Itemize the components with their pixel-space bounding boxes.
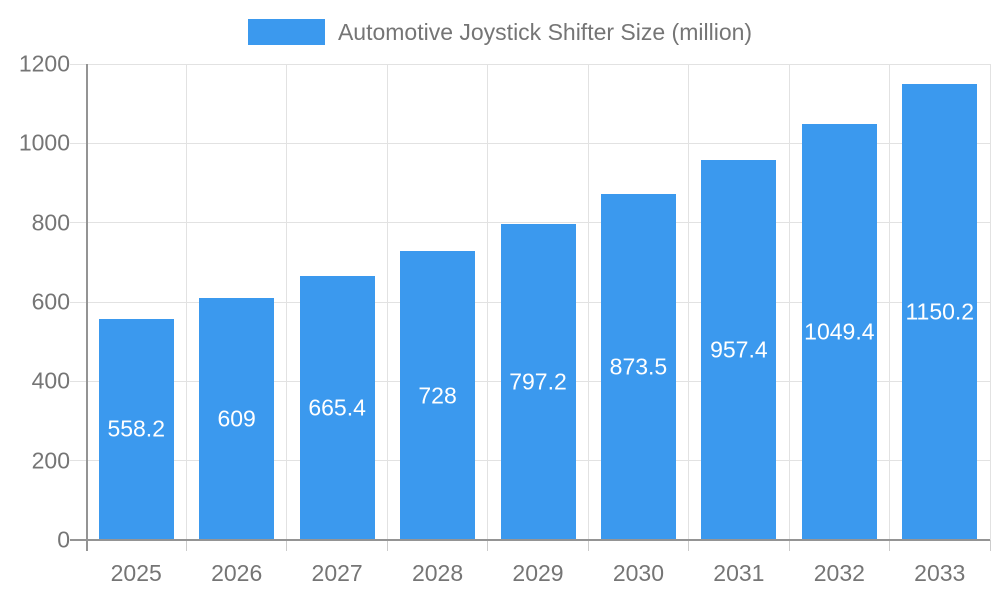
x-axis-category-label: 2028 (411, 560, 464, 586)
x-axis-category-label: 2033 (914, 560, 966, 586)
x-axis-tick (587, 540, 589, 551)
y-axis-line (86, 64, 88, 551)
y-gridline (70, 142, 990, 144)
bar-value-label: 873.5 (609, 353, 668, 380)
bar-value-label: 1049.4 (804, 318, 875, 345)
x-axis-tick (185, 540, 187, 551)
x-axis-tick (788, 540, 790, 551)
x-gridline (286, 64, 288, 540)
x-gridline (487, 64, 489, 540)
x-axis-tick (386, 540, 388, 551)
x-gridline (185, 64, 187, 540)
bar[interactable]: 1150.2 (902, 83, 978, 540)
y-gridline (70, 222, 990, 224)
x-axis-category-label: 2031 (713, 560, 765, 586)
y-axis-tick-label: 800 (31, 209, 70, 236)
x-axis-category-label: 2029 (512, 560, 564, 586)
x-gridline (386, 64, 388, 540)
x-axis-category-label: 2032 (813, 560, 865, 586)
bar-value-label: 728 (418, 382, 457, 409)
bar[interactable]: 609 (199, 298, 275, 540)
x-gridline (688, 64, 690, 540)
bar[interactable]: 1049.4 (801, 123, 877, 540)
y-gridline (70, 63, 990, 65)
bar[interactable]: 665.4 (299, 276, 375, 540)
bar-value-label: 957.4 (710, 336, 768, 363)
bar[interactable]: 957.4 (701, 160, 777, 540)
x-axis-category-label: 2030 (612, 560, 665, 586)
bar[interactable]: 558.2 (98, 318, 174, 540)
legend-item[interactable]: Automotive Joystick Shifter Size (millio… (247, 19, 753, 45)
bar-value-label: 609 (217, 405, 256, 432)
y-axis-tick-label: 600 (31, 288, 70, 315)
bar[interactable]: 873.5 (600, 193, 676, 540)
x-axis-line (70, 539, 990, 541)
legend: Automotive Joystick Shifter Size (millio… (0, 19, 1000, 45)
plot-area: 558.2 2025 609 2026 665.4 2027 728 2028 797.2 202… (70, 63, 991, 586)
bar-value-label: 1150.2 (905, 298, 975, 325)
x-axis-category-label: 2027 (311, 560, 363, 586)
x-axis-tick (487, 540, 489, 551)
y-axis-tick-label: 1200 (18, 50, 70, 77)
bar-value-label: 558.2 (107, 415, 165, 442)
x-gridline (788, 64, 790, 540)
x-axis-tick (889, 540, 891, 551)
x-axis-tick (286, 540, 288, 551)
x-axis-category-label: 2026 (211, 560, 263, 586)
bar[interactable]: 728 (400, 251, 476, 540)
x-axis-tick (989, 540, 991, 551)
x-gridline (587, 64, 589, 540)
x-gridline (889, 64, 891, 540)
bar-value-label: 797.2 (509, 368, 567, 395)
x-axis-tick (688, 540, 690, 551)
x-gridline (989, 64, 991, 540)
legend-label: Automotive Joystick Shifter Size (millio… (337, 19, 753, 45)
y-axis-tick-label: 1000 (18, 129, 70, 156)
y-axis-tick-label: 200 (31, 447, 70, 474)
x-axis-category-label: 2025 (110, 560, 162, 586)
y-axis-tick-label: 400 (31, 367, 70, 394)
bar-value-label: 665.4 (308, 394, 366, 421)
y-axis-tick-label: 0 (57, 526, 70, 553)
bar[interactable]: 797.2 (500, 223, 576, 540)
legend-swatch (247, 19, 325, 45)
